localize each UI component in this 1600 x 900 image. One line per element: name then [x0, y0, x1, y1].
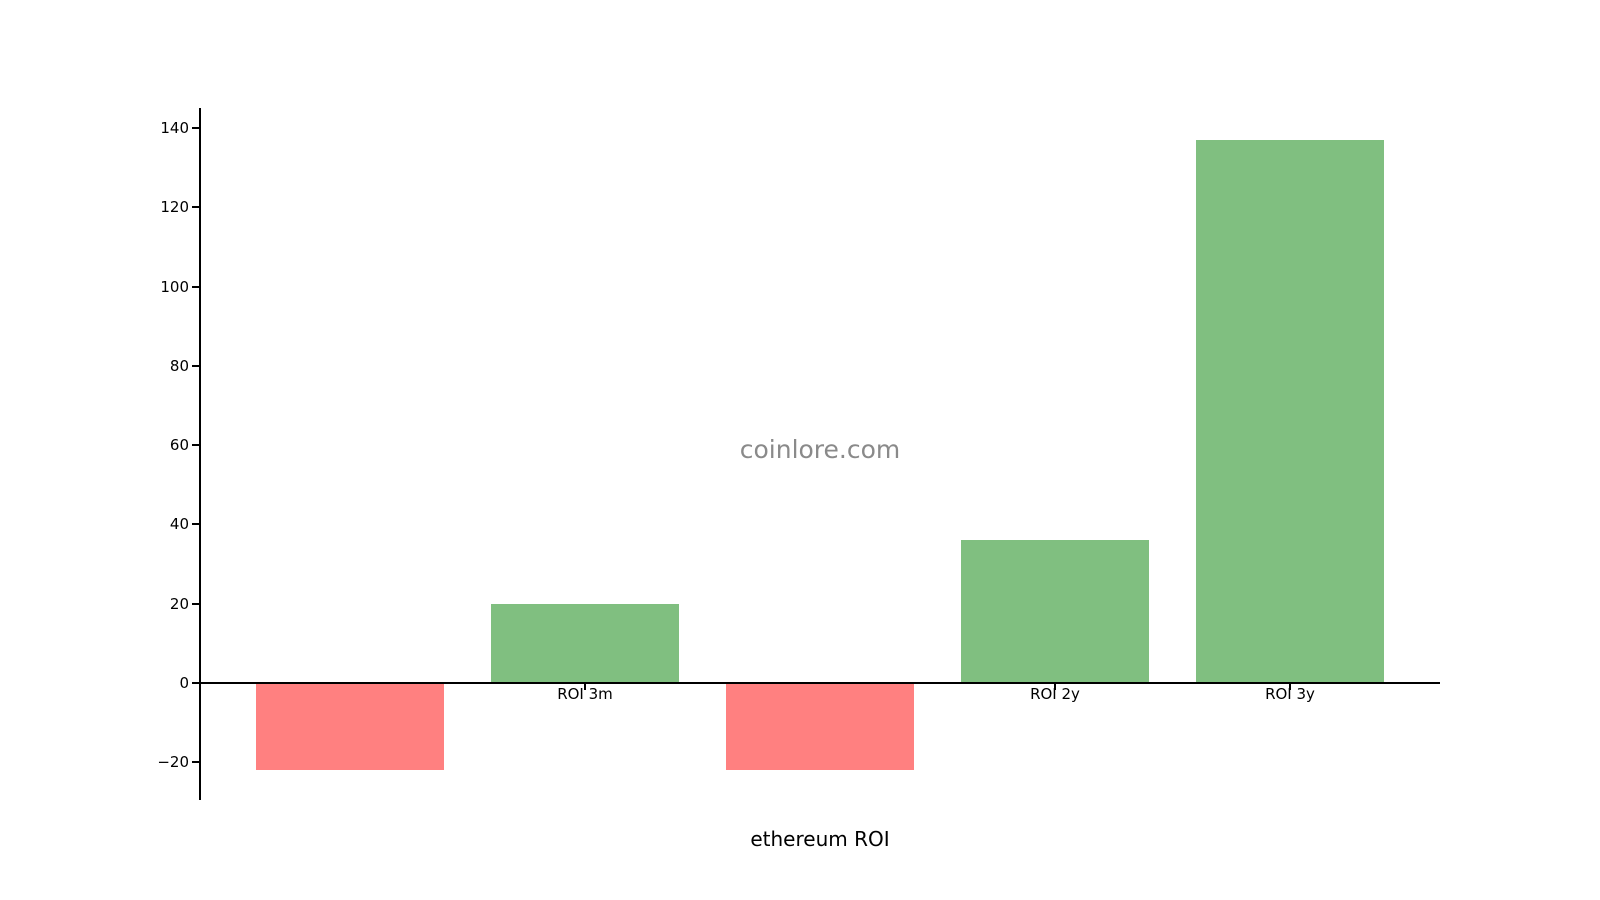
bar — [256, 683, 444, 771]
y-tick-label: 60 — [169, 436, 189, 455]
bar — [726, 683, 914, 771]
y-tick — [192, 285, 200, 288]
y-tick-label: 20 — [169, 594, 189, 613]
bar — [491, 603, 679, 683]
y-tick-label: 80 — [169, 356, 189, 375]
y-tick-label: 40 — [169, 515, 189, 534]
bar — [961, 540, 1149, 683]
x-axis-zero-line — [200, 682, 1440, 684]
x-axis-title: ethereum ROI — [750, 827, 890, 851]
y-tick-label: 0 — [179, 674, 189, 692]
x-tick — [1289, 683, 1291, 690]
y-tick — [192, 761, 200, 764]
x-tick-label: ROI 3m — [557, 685, 613, 703]
y-tick-label: 100 — [160, 277, 189, 296]
y-tick — [192, 126, 200, 129]
watermark: coinlore.com — [739, 435, 901, 464]
x-tick-label: ROI 3y — [1265, 685, 1315, 703]
y-tick-label: −20 — [157, 753, 189, 772]
x-tick — [584, 683, 586, 690]
bar — [1196, 139, 1384, 683]
y-tick-label: 120 — [160, 198, 189, 217]
y-tick-label: 140 — [160, 118, 189, 137]
y-tick — [192, 602, 200, 605]
x-tick — [1054, 683, 1056, 690]
x-tick-label: ROI 2y — [1030, 685, 1080, 703]
y-tick — [192, 206, 200, 209]
y-tick — [192, 523, 200, 526]
y-axis-line — [199, 108, 201, 800]
y-tick — [192, 444, 200, 447]
y-tick — [192, 682, 200, 684]
y-tick — [192, 364, 200, 367]
